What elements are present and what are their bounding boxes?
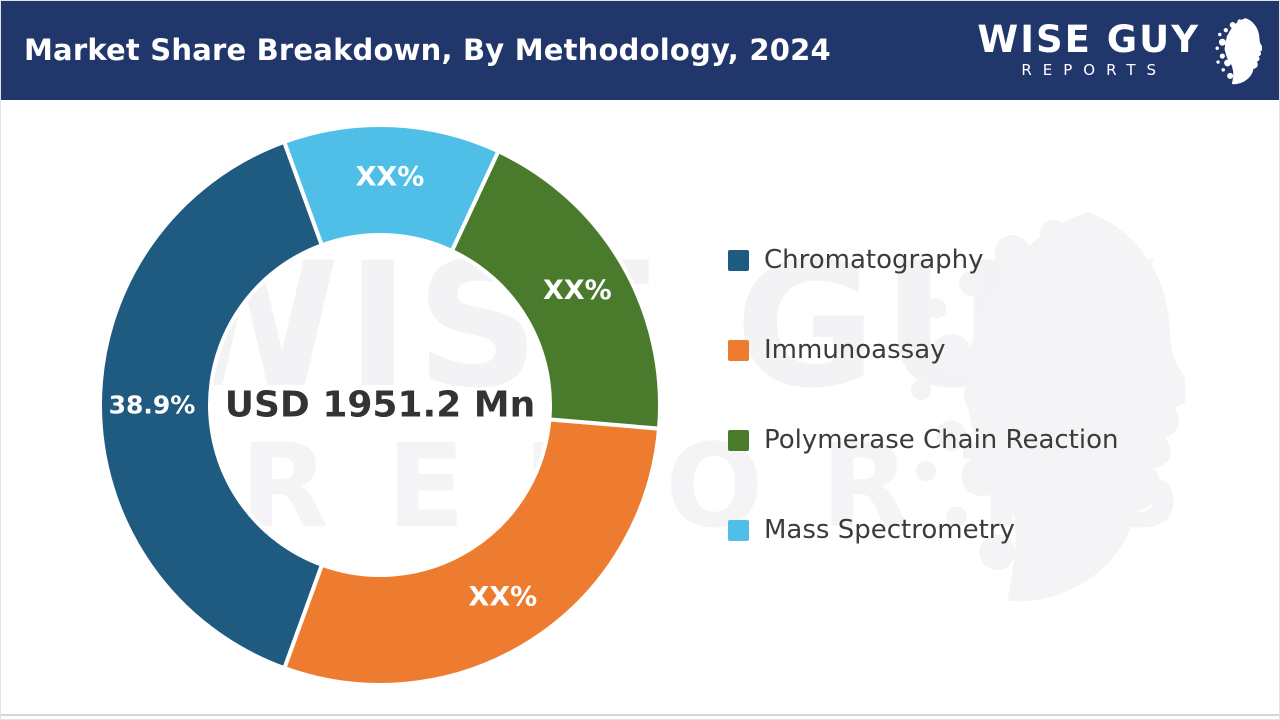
- legend-item-mass-spectrometry: Mass Spectrometry: [728, 517, 1118, 543]
- watermark-face-icon: [910, 212, 1185, 602]
- legend-swatch-chromatography: [728, 249, 749, 271]
- legend-swatch-mass-spectrometry: [728, 519, 749, 541]
- donut-segment-label: XX%: [356, 162, 425, 193]
- logo-wordmark: WISE GUY: [977, 18, 1200, 61]
- bottom-divider: [0, 714, 1280, 716]
- donut-segment-chromatography: [98, 139, 324, 671]
- legend-item-polymerase-chain-reaction: Polymerase Chain Reaction: [728, 427, 1118, 453]
- legend-item-immunoassay: Immunoassay: [728, 337, 1118, 363]
- header-bar: Market Share Breakdown, By Methodology, …: [0, 0, 1280, 100]
- legend-label: Mass Spectrometry: [764, 515, 1015, 545]
- donut-segment-mass-spectrometry: [282, 123, 501, 253]
- logo-text: WISE GUY REPORTS: [977, 21, 1200, 79]
- legend-swatch-immunoassay: [728, 339, 749, 361]
- center-value: USD 1951.2 Mn: [224, 384, 536, 426]
- donut-chart: 38.9% XX% XX% XX%: [98, 123, 662, 687]
- legend-label: Immunoassay: [764, 335, 946, 365]
- page-title: Market Share Breakdown, By Methodology, …: [24, 33, 831, 67]
- legend: Chromatography Immunoassay Polymerase Ch…: [728, 247, 1118, 543]
- donut-segment-label: XX%: [468, 582, 537, 613]
- donut-segment-label: XX%: [543, 275, 612, 306]
- legend-label: Chromatography: [764, 245, 984, 275]
- donut-segment-polymerase-chain-reaction: [449, 149, 662, 431]
- wise-guy-logo: WISE GUY REPORTS: [977, 14, 1262, 86]
- donut-segment-label: 38.9%: [109, 391, 196, 420]
- donut-segment-immunoassay: [282, 417, 662, 687]
- legend-label: Polymerase Chain Reaction: [764, 425, 1119, 455]
- legend-item-chromatography: Chromatography: [728, 247, 1118, 273]
- logo-subtitle: REPORTS: [1021, 61, 1168, 79]
- legend-swatch-polymerase-chain-reaction: [728, 429, 749, 451]
- logo-face-icon: [1215, 18, 1262, 85]
